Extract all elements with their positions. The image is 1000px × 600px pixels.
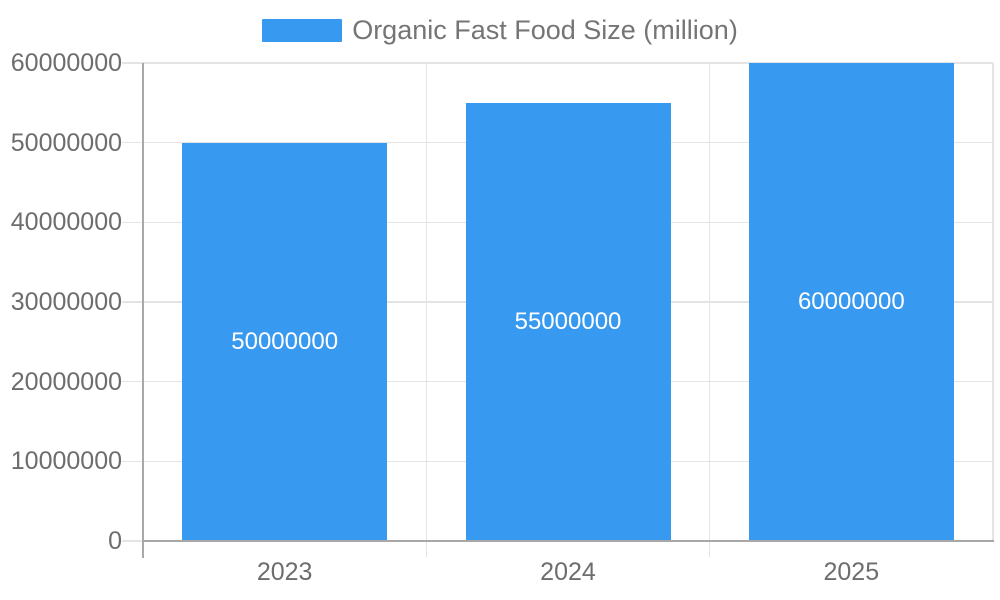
y-tick-label: 30000000 bbox=[10, 288, 122, 316]
bar bbox=[465, 102, 671, 541]
x-gridline bbox=[992, 63, 994, 541]
x-axis-line bbox=[142, 540, 994, 542]
y-tick-label: 0 bbox=[108, 527, 122, 555]
bar bbox=[748, 63, 954, 541]
y-tick-label: 10000000 bbox=[10, 447, 122, 476]
x-axis-tick bbox=[708, 541, 711, 557]
x-tick-label: 2024 bbox=[540, 558, 596, 586]
y-gridline bbox=[122, 62, 993, 64]
y-tick-label: 50000000 bbox=[10, 128, 122, 157]
x-tick-label: 2025 bbox=[823, 558, 880, 586]
y-tick-label: 60000000 bbox=[10, 49, 122, 77]
x-axis-tick bbox=[425, 541, 428, 557]
plot-area: 0 10000000 20000000 30000000 40000000 5000000… bbox=[11, 49, 994, 586]
x-gridline bbox=[425, 63, 428, 541]
y-tick-label: 40000000 bbox=[10, 208, 122, 237]
y-tick-label: 20000000 bbox=[10, 367, 122, 396]
bar-value-label: 60000000 bbox=[797, 288, 905, 315]
legend[interactable]: Organic Fast Food Size (million) bbox=[0, 15, 1000, 46]
legend-label: Organic Fast Food Size (million) bbox=[352, 15, 738, 45]
bar-value-label: 55000000 bbox=[514, 307, 622, 335]
x-gridline bbox=[708, 63, 711, 541]
x-tick-label: 2023 bbox=[256, 558, 313, 586]
bar bbox=[182, 142, 388, 541]
legend-swatch bbox=[262, 19, 343, 42]
bar-value-label: 50000000 bbox=[231, 327, 339, 355]
y-axis-line bbox=[142, 63, 144, 558]
